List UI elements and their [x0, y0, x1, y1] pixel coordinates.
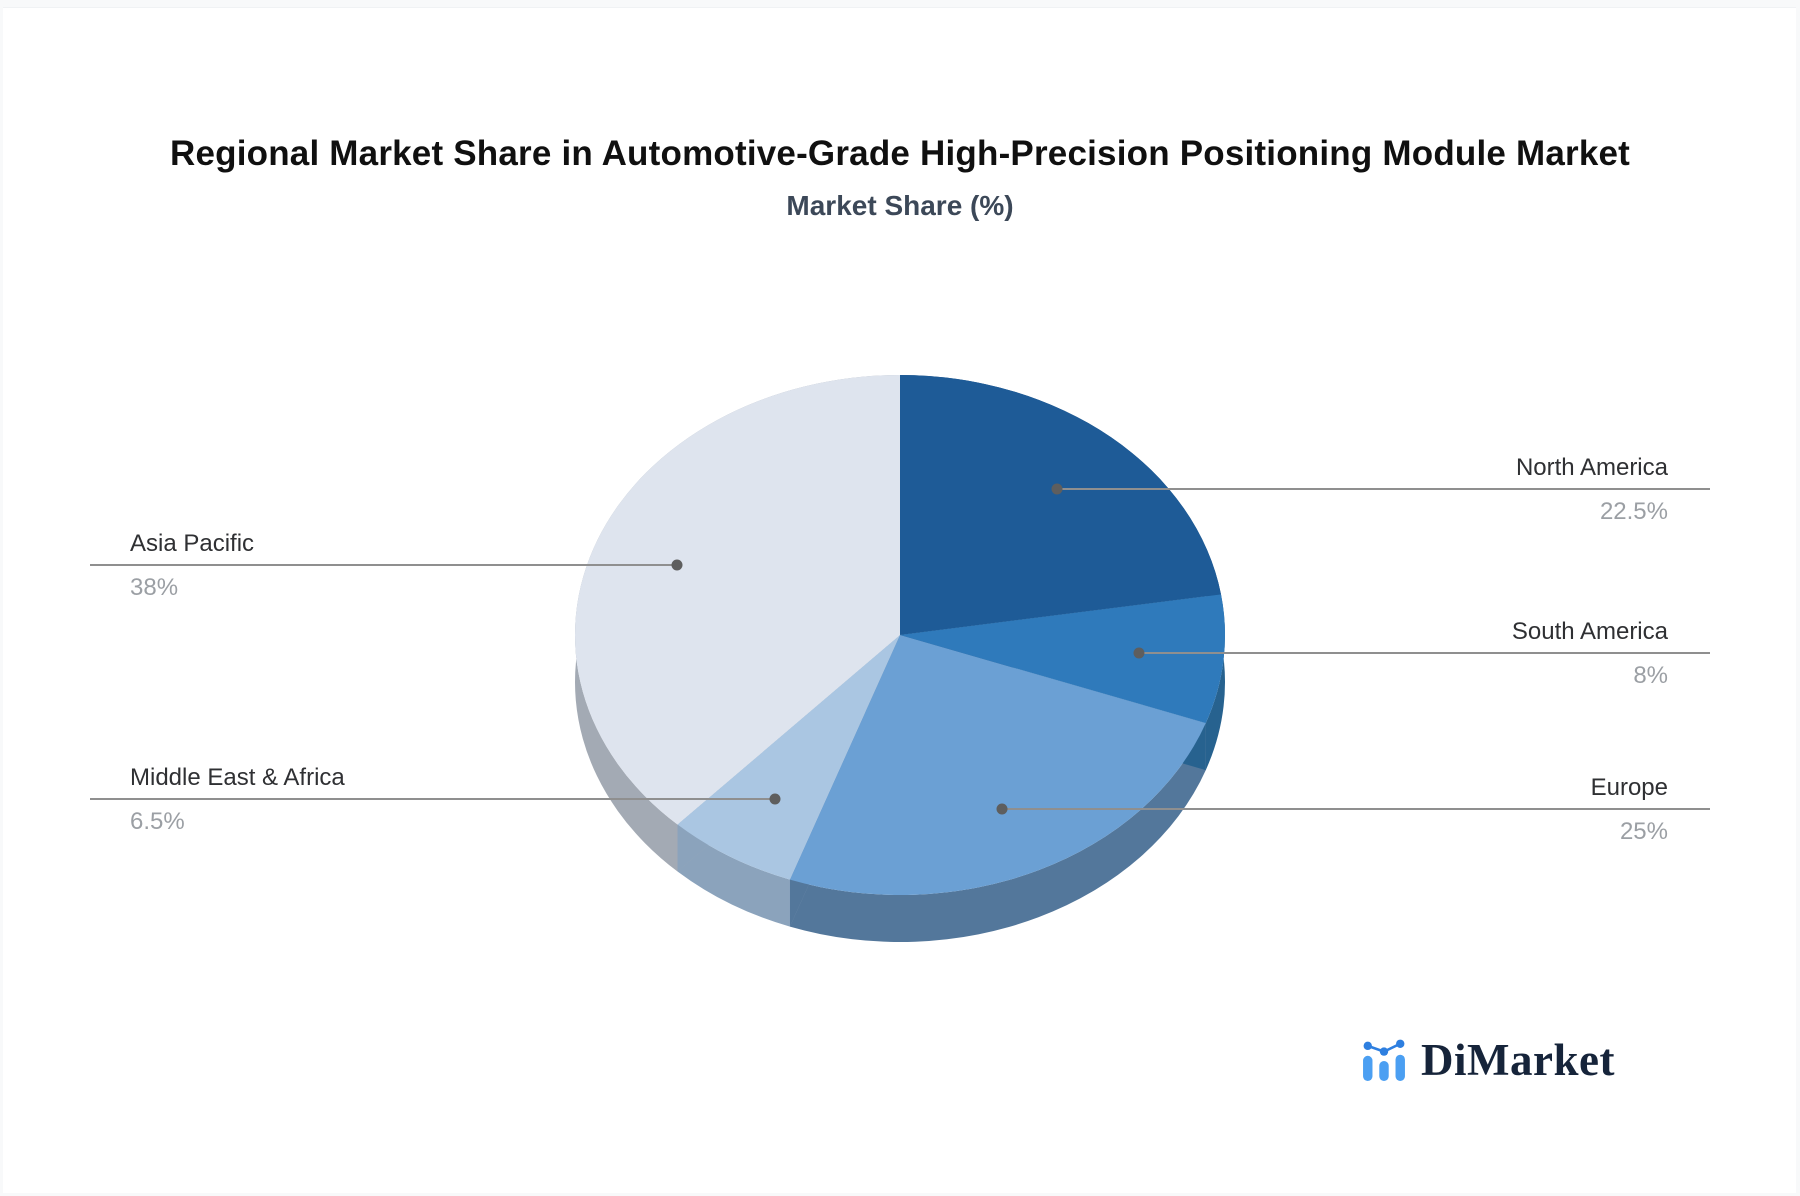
slice-label-south-america: South America — [1511, 618, 1668, 645]
chart-title: Regional Market Share in Automotive-Grad… — [169, 134, 1631, 173]
page-frame-bottom — [0, 1193, 1800, 1196]
pie-wall-2 — [789, 723, 1206, 943]
leader-lines — [90, 488, 1710, 810]
dimarket-logo-text: DiMarket — [1421, 1035, 1615, 1085]
slice-value-north-america: 22.5% — [1599, 498, 1668, 525]
pie-wall-1 — [1205, 594, 1226, 771]
anchor-dots — [671, 483, 1145, 815]
anchor-dot-south-america — [1133, 647, 1145, 659]
slice-value-europe: 25% — [1619, 818, 1668, 845]
anchor-dot-asia-pacific — [671, 559, 683, 571]
page-frame-right — [1796, 0, 1800, 1196]
chart-subtitle: Market Share (%) — [786, 190, 1014, 221]
slice-value-middle-east-africa: 6.5% — [130, 808, 185, 835]
anchor-dot-north-america — [1051, 483, 1063, 495]
pie-wall-3 — [677, 824, 790, 927]
pie-slices — [575, 375, 1226, 943]
pie-slice-4 — [575, 375, 900, 825]
slice-label-asia-pacific: Asia Pacific — [130, 530, 255, 557]
pie-slice-1 — [900, 594, 1226, 724]
slice-label-europe: Europe — [1590, 774, 1668, 801]
anchor-dot-europe — [996, 803, 1008, 815]
pie-slice-2 — [789, 635, 1206, 896]
page-frame-top — [0, 0, 1800, 8]
page-frame-left — [0, 0, 3, 1196]
dimarket-logo: DiMarket — [1362, 1034, 1615, 1086]
pie-slice-0 — [900, 375, 1221, 635]
slice-label-north-america: North America — [1515, 454, 1668, 481]
slice-value-south-america: 8% — [1633, 662, 1668, 689]
dimarket-logo-icon — [1363, 1039, 1405, 1081]
slice-value-asia-pacific: 38% — [130, 574, 179, 601]
anchor-dot-middle-east-africa — [769, 793, 781, 805]
slice-label-middle-east-africa: Middle East & Africa — [130, 764, 345, 791]
pie-slice-3 — [677, 635, 900, 880]
